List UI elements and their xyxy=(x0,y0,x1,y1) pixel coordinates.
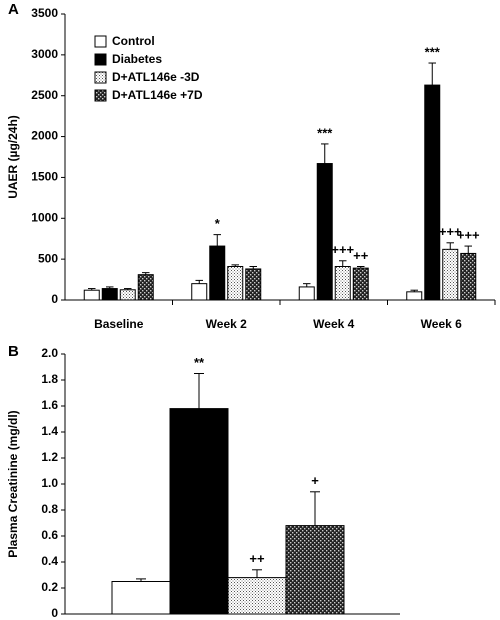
y-tick-label: 0.4 xyxy=(41,554,58,568)
y-tick-label: 2500 xyxy=(31,88,58,102)
bar xyxy=(285,525,345,615)
significance-mark: *** xyxy=(317,125,333,140)
bar xyxy=(316,163,333,301)
y-tick-label: 1.8 xyxy=(41,372,58,386)
y-tick-label: 500 xyxy=(38,251,58,265)
y-tick-label: 0.2 xyxy=(41,580,58,594)
significance-mark: ** xyxy=(194,355,205,370)
y-tick-label: 1.0 xyxy=(41,476,58,490)
panel-label: B xyxy=(8,343,19,360)
significance-mark: + xyxy=(311,473,319,488)
significance-mark: ++ xyxy=(249,551,265,566)
y-tick-label: 1.4 xyxy=(41,424,58,438)
y-tick-label: 0 xyxy=(51,606,58,620)
bar xyxy=(119,289,136,301)
y-tick-label: 1000 xyxy=(31,210,58,224)
significance-mark: +++ xyxy=(439,224,462,239)
x-tick-label: Week 4 xyxy=(313,317,354,331)
bar xyxy=(209,245,226,301)
significance-mark: * xyxy=(215,216,221,231)
y-tick-label: 0 xyxy=(51,292,58,306)
legend-swatch xyxy=(94,71,107,84)
bar xyxy=(460,252,477,301)
bar xyxy=(227,265,244,301)
significance-mark: *** xyxy=(425,44,441,59)
bar xyxy=(169,408,229,615)
panel-label: A xyxy=(8,1,19,18)
y-axis-title: Plasma Creatinine (mg/dl) xyxy=(6,410,20,557)
y-tick-label: 1.2 xyxy=(41,450,58,464)
x-tick-label: Baseline xyxy=(94,317,144,331)
y-tick-label: 1500 xyxy=(31,170,58,184)
bar xyxy=(352,267,369,301)
legend-swatch xyxy=(94,89,107,102)
bar xyxy=(424,84,441,301)
bar xyxy=(298,286,315,301)
y-tick-label: 2000 xyxy=(31,129,58,143)
bar xyxy=(83,289,100,301)
y-tick-label: 0.8 xyxy=(41,502,58,516)
bar xyxy=(442,248,459,301)
bar xyxy=(227,577,287,615)
y-axis-title: UAER (µg/24h) xyxy=(6,115,20,199)
legend-swatch xyxy=(94,53,107,66)
y-tick-label: 1.6 xyxy=(41,398,58,412)
bar xyxy=(191,283,208,301)
y-tick-label: 3500 xyxy=(31,6,58,20)
y-tick-label: 2.0 xyxy=(41,346,58,360)
legend-label: Control xyxy=(112,34,155,48)
bar xyxy=(101,288,118,301)
significance-mark: +++ xyxy=(457,228,480,243)
bar xyxy=(111,581,171,615)
legend-swatch xyxy=(94,35,107,48)
x-tick-label: Week 2 xyxy=(206,317,247,331)
bar xyxy=(137,274,154,301)
y-tick-label: 3000 xyxy=(31,47,58,61)
bar xyxy=(334,265,351,301)
significance-mark: +++ xyxy=(331,242,354,257)
x-tick-label: Week 6 xyxy=(421,317,462,331)
y-tick-label: 0.6 xyxy=(41,528,58,542)
legend-label: D+ATL146e +7D xyxy=(112,88,203,102)
legend-label: Diabetes xyxy=(112,52,162,66)
bar xyxy=(245,268,262,301)
significance-mark: ++ xyxy=(353,248,369,263)
bar xyxy=(406,291,423,301)
legend-label: D+ATL146e -3D xyxy=(112,70,200,84)
